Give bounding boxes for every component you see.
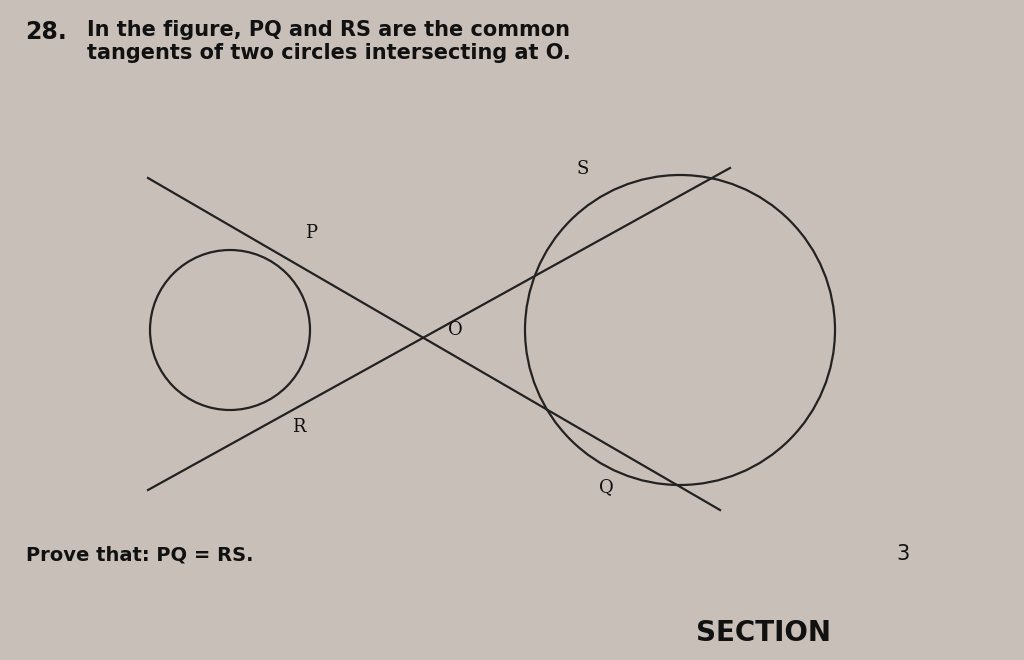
Text: SECTION: SECTION	[696, 619, 831, 647]
Text: Q: Q	[599, 478, 613, 496]
Text: Prove that: PQ = RS.: Prove that: PQ = RS.	[26, 545, 253, 564]
Text: O: O	[449, 321, 463, 339]
Text: 28.: 28.	[26, 20, 68, 44]
Text: S: S	[575, 160, 589, 178]
Text: P: P	[305, 224, 317, 242]
Text: In the figure, PQ and RS are the common
tangents of two circles intersecting at : In the figure, PQ and RS are the common …	[87, 20, 570, 63]
Text: 3: 3	[896, 544, 909, 564]
Text: R: R	[292, 418, 305, 436]
